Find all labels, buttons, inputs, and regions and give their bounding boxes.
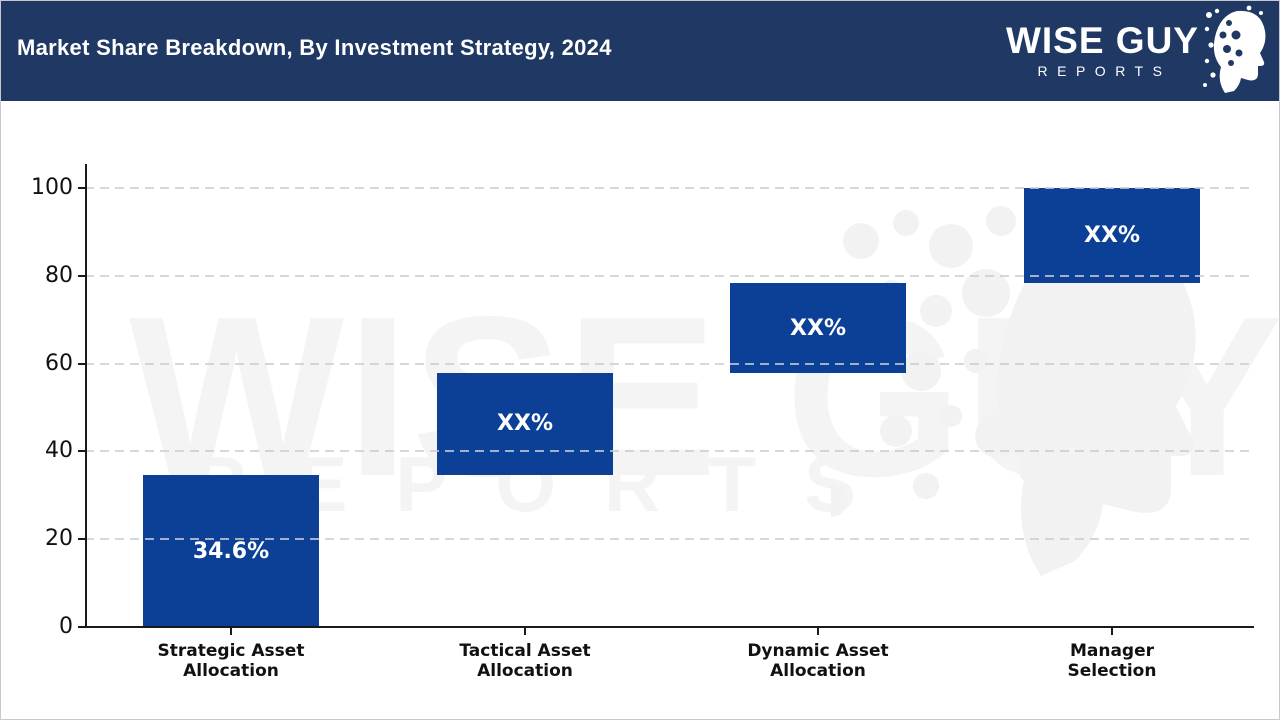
- y-axis-line: [85, 164, 87, 627]
- gridline-y-60: [85, 362, 1254, 365]
- x-category-label: Dynamic Asset Allocation: [747, 641, 889, 681]
- y-tick-mark: [78, 362, 86, 365]
- logo-face-icon: [1203, 5, 1266, 93]
- y-tick-label: 100: [31, 175, 73, 200]
- x-category-label: Manager Selection: [1067, 641, 1157, 681]
- logo-wordmark: WISE GUY: [1005, 19, 1199, 61]
- wise-guy-logo: WISE GUY REPORTS: [1006, 5, 1269, 93]
- bar-4: XX%: [1024, 188, 1200, 284]
- bar-value-label: 34.6%: [192, 538, 270, 564]
- bar-value-label: XX%: [790, 315, 846, 341]
- bar-3: XX%: [730, 283, 906, 373]
- gridline-y-40: [85, 450, 1254, 453]
- bar-1: 34.6%: [143, 475, 319, 627]
- chart-title: Market Share Breakdown, By Investment St…: [17, 35, 612, 60]
- y-tick-mark: [78, 538, 86, 541]
- y-tick-mark: [78, 187, 86, 189]
- x-tick-mark: [817, 628, 819, 635]
- bar-2: XX%: [437, 372, 613, 476]
- gridline-y-20: [85, 538, 1254, 541]
- x-category-label: Tactical Asset Allocation: [459, 641, 591, 681]
- y-tick-mark: [78, 274, 86, 277]
- y-tick-label: 20: [45, 526, 73, 552]
- x-tick-mark: [1111, 628, 1113, 635]
- x-tick-mark: [524, 628, 526, 635]
- logo-text: WISE GUY REPORTS: [1006, 20, 1199, 79]
- x-tick-mark: [230, 628, 232, 635]
- bar-value-label: XX%: [1084, 223, 1140, 249]
- bar-value-label: XX%: [497, 411, 553, 437]
- gridline-y-100: [85, 187, 1254, 189]
- logo-subtext: REPORTS: [1037, 62, 1172, 79]
- y-tick-mark: [78, 450, 86, 453]
- y-tick-label: 80: [45, 262, 73, 288]
- gridline-y-80: [85, 274, 1254, 277]
- y-tick-mark: [78, 626, 86, 628]
- y-tick-label: 0: [59, 614, 73, 639]
- y-tick-label: 60: [45, 350, 73, 376]
- x-axis-line: [85, 626, 1254, 628]
- x-category-label: Strategic Asset Allocation: [157, 641, 305, 681]
- header-bar: Market Share Breakdown, By Investment St…: [1, 1, 1279, 101]
- y-tick-label: 40: [45, 438, 73, 464]
